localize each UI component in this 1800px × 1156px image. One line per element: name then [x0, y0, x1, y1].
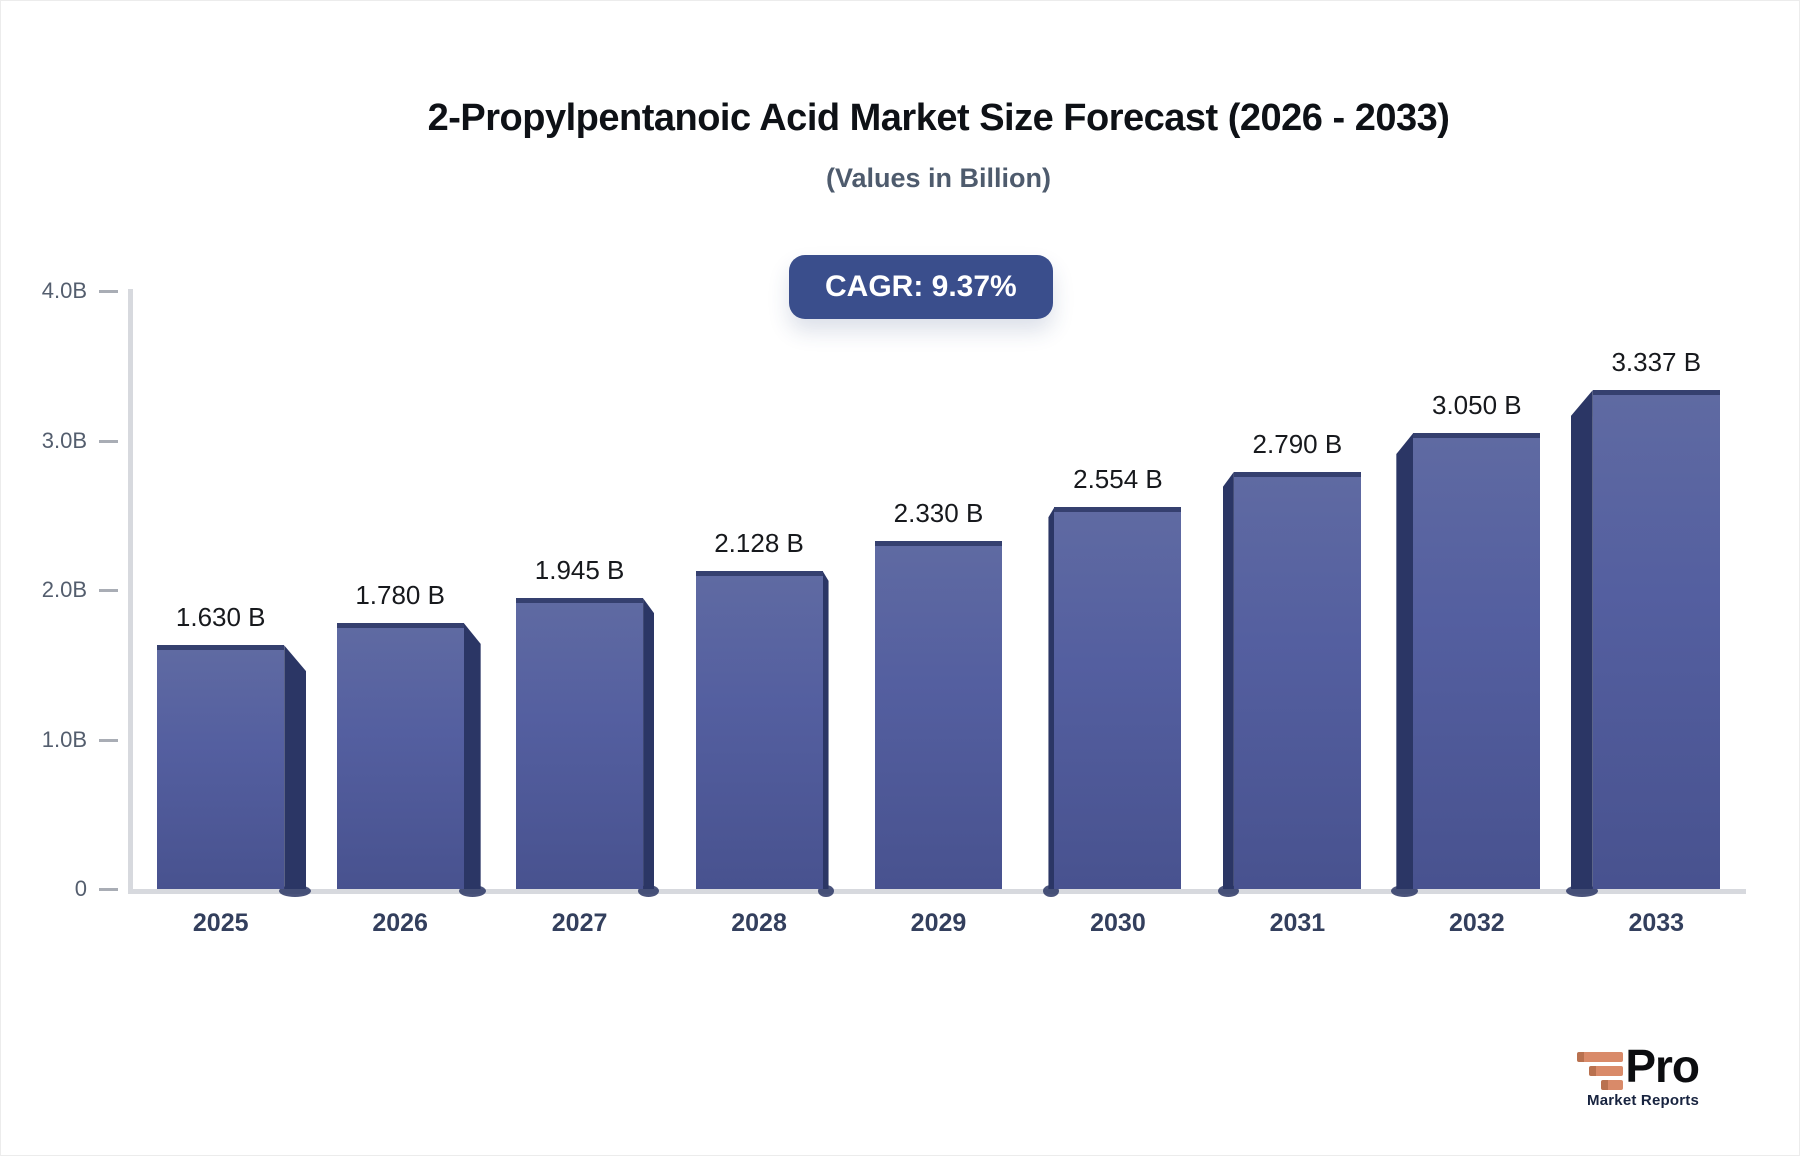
bar: [157, 645, 285, 889]
bar-group-2028: 2.128 B 2028: [669, 1, 848, 1155]
logo-tagline-text: Market Reports: [1587, 1092, 1699, 1109]
bar: [516, 598, 644, 889]
bar-value-label: 2.554 B: [1073, 464, 1163, 495]
speed-bar-icon: [1577, 1052, 1624, 1062]
y-axis-tick-mark: [99, 888, 118, 891]
x-axis-label: 2026: [372, 909, 428, 937]
bar-series: 1.630 B 2025 1.780 B 2026 1.945 B 2027 2.128 B…: [131, 1, 1746, 1155]
y-axis-tick-mark: [99, 589, 118, 592]
bar: [1054, 507, 1182, 889]
bar: [695, 570, 823, 889]
logo-row: Pro: [1577, 1040, 1700, 1092]
x-axis-label: 2028: [731, 909, 787, 937]
x-axis-label: 2033: [1628, 909, 1685, 937]
bar-value-label: 1.780 B: [355, 579, 445, 610]
y-axis-tick-mark: [99, 439, 118, 443]
bar-value-label: 2.128 B: [714, 527, 804, 558]
y-axis-line: [128, 289, 133, 894]
pro-market-reports-logo: Pro Market Reports: [1577, 1040, 1700, 1109]
bar: [336, 622, 464, 889]
bar-group-2032: 3.050 B 2032: [1387, 1, 1566, 1155]
y-axis-tick-label: 3.0B: [41, 427, 87, 453]
x-axis-label: 2027: [551, 909, 608, 937]
bar-3d-side: [643, 598, 655, 889]
bar: [874, 540, 1002, 889]
x-axis-label: 2032: [1449, 909, 1505, 937]
bar-3d-side: [1048, 507, 1055, 889]
chart-subtitle: (Values in Billion): [825, 163, 1052, 193]
speed-bar-icon: [1589, 1066, 1624, 1076]
x-axis-label: 2029: [910, 909, 967, 937]
bar-3d-side: [463, 622, 481, 889]
bar-value-label: 3.050 B: [1432, 390, 1522, 421]
bar: [1592, 390, 1720, 889]
x-axis-label: 2025: [192, 909, 249, 937]
bar-3d-side: [284, 645, 307, 889]
bar-value-label: 3.337 B: [1611, 347, 1702, 378]
bar-3d-side: [1222, 471, 1234, 889]
speed-lines-icon: [1577, 1052, 1624, 1090]
x-axis-label: 2030: [1090, 909, 1146, 937]
y-axis-tick-label: 4.0B: [41, 278, 87, 303]
bar-group-2029: 2.330 B 2029: [849, 1, 1028, 1155]
bar-group-2033: 3.337 B 2033: [1565, 1, 1746, 1155]
cagr-badge: CAGR: 9.37%: [789, 255, 1053, 319]
bar-group-2030: 2.554 B 2030: [1028, 1, 1207, 1155]
x-axis-label: 2031: [1269, 909, 1326, 937]
y-axis-tick-label: 2.0B: [41, 577, 87, 602]
bar: [1233, 471, 1361, 889]
bar-group-2031: 2.790 B 2031: [1208, 1, 1387, 1155]
bar-group-2025: 1.630 B 2025: [131, 1, 312, 1155]
bar-3d-side: [822, 570, 829, 889]
bar-value-label: 2.790 B: [1252, 428, 1343, 459]
y-axis-tick-label: 1.0B: [41, 726, 87, 752]
y-axis-tick-mark: [99, 738, 118, 742]
bar-group-2026: 1.780 B 2026: [310, 1, 489, 1155]
bar-value-label: 2.330 B: [893, 497, 984, 528]
speed-bar-icon: [1601, 1080, 1624, 1090]
x-axis-line: [128, 889, 1746, 894]
bar-3d-side: [1570, 390, 1593, 889]
bar-3d-side: [1396, 433, 1414, 889]
bar: [1413, 433, 1541, 889]
bar-value-label: 1.945 B: [534, 555, 625, 586]
bar-group-2027: 1.945 B 2027: [490, 1, 669, 1155]
y-axis-tick-mark: [99, 290, 118, 293]
bar-value-label: 1.630 B: [175, 602, 266, 633]
chart-title: 2-Propylpentanoic Acid Market Size Forec…: [427, 97, 1450, 139]
y-axis-tick-label: 0: [74, 876, 87, 901]
logo-brand-text: Pro: [1625, 1040, 1700, 1092]
